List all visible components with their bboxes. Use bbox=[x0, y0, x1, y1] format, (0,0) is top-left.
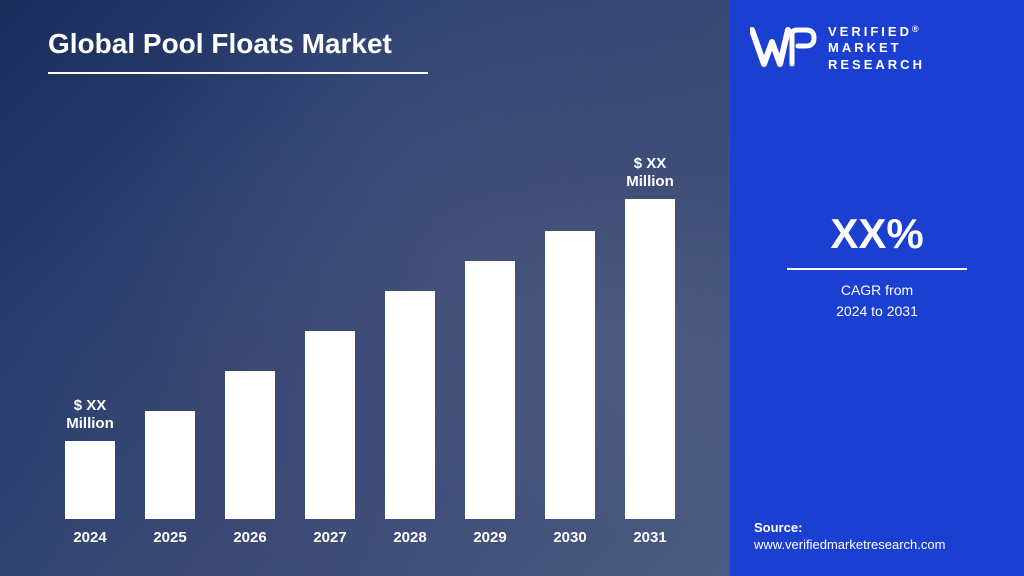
bar bbox=[545, 231, 595, 519]
bar-value-label: $ XX Million bbox=[50, 397, 130, 433]
bar-value-label: $ XX Million bbox=[610, 155, 690, 191]
bar-year-label: 2028 bbox=[393, 529, 426, 546]
chart-panel: Global Pool Floats Market $ XX Million 2… bbox=[0, 0, 730, 576]
cagr-text: CAGR from 2024 to 2031 bbox=[730, 280, 1024, 322]
vmr-logo-icon bbox=[750, 24, 818, 72]
title-underline bbox=[48, 72, 428, 74]
bar bbox=[385, 291, 435, 519]
bar-chart: $ XX Million 2024 2025 2026 2027 2028 20… bbox=[60, 126, 680, 546]
bar-year-label: 2031 bbox=[633, 529, 666, 546]
cagr-divider bbox=[787, 268, 967, 270]
bar-2030: 2030 bbox=[540, 231, 600, 546]
bar bbox=[625, 199, 675, 519]
bar-2025: 2025 bbox=[140, 411, 200, 546]
source-label: Source: bbox=[754, 520, 945, 535]
source-block: Source: www.verifiedmarketresearch.com bbox=[754, 520, 945, 552]
bar-year-label: 2024 bbox=[73, 529, 106, 546]
bar-year-label: 2027 bbox=[313, 529, 346, 546]
cagr-value: XX% bbox=[730, 210, 1024, 258]
source-url: www.verifiedmarketresearch.com bbox=[754, 537, 945, 552]
bar bbox=[465, 261, 515, 519]
bar bbox=[305, 331, 355, 519]
info-panel: VERIFIED® MARKET RESEARCH XX% CAGR from … bbox=[730, 0, 1024, 576]
logo-text: VERIFIED® MARKET RESEARCH bbox=[828, 24, 925, 73]
bar-2028: 2028 bbox=[380, 291, 440, 546]
bar-2027: 2027 bbox=[300, 331, 360, 546]
logo: VERIFIED® MARKET RESEARCH bbox=[750, 24, 1004, 73]
bar-year-label: 2029 bbox=[473, 529, 506, 546]
bar-2024: $ XX Million 2024 bbox=[60, 441, 120, 546]
logo-line3: RESEARCH bbox=[828, 57, 925, 72]
page-title: Global Pool Floats Market bbox=[48, 28, 392, 60]
bar-year-label: 2025 bbox=[153, 529, 186, 546]
bar bbox=[65, 441, 115, 519]
bar-2026: 2026 bbox=[220, 371, 280, 546]
cagr-block: XX% CAGR from 2024 to 2031 bbox=[730, 210, 1024, 322]
logo-line2: MARKET bbox=[828, 40, 902, 55]
registered-mark: ® bbox=[912, 24, 919, 34]
bar-2031: $ XX Million 2031 bbox=[620, 199, 680, 546]
bar-2029: 2029 bbox=[460, 261, 520, 546]
bar-year-label: 2026 bbox=[233, 529, 266, 546]
cagr-line1: CAGR from bbox=[841, 282, 913, 298]
bar bbox=[225, 371, 275, 519]
cagr-line2: 2024 to 2031 bbox=[836, 303, 918, 319]
logo-line1: VERIFIED bbox=[828, 24, 912, 39]
bar bbox=[145, 411, 195, 519]
bar-year-label: 2030 bbox=[553, 529, 586, 546]
